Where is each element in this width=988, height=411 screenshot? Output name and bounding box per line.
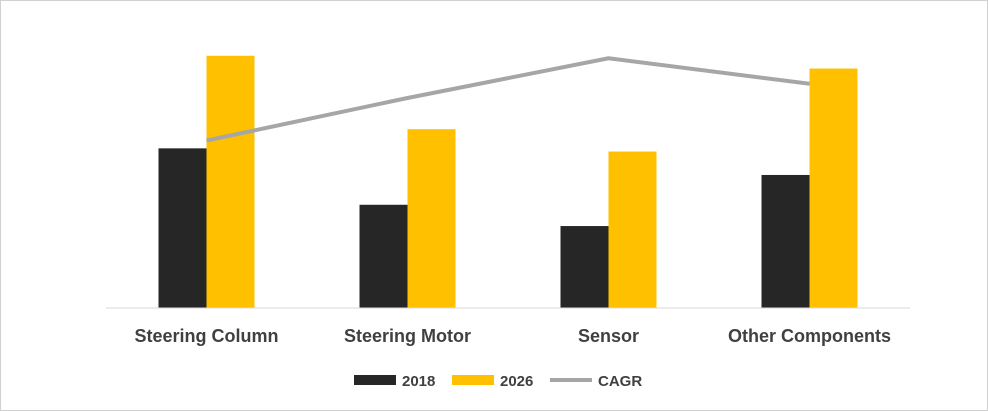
x-tick-label-steering-motor: Steering Motor	[344, 326, 471, 346]
bar-2026-steering-column	[206, 55, 255, 309]
bar-2026-sensor	[608, 151, 657, 308]
x-tick-label-sensor: Sensor	[578, 326, 639, 346]
legend-swatch-2026	[452, 375, 494, 385]
legend-swatch-2018	[354, 375, 396, 385]
x-tick-label-other-components: Other Components	[728, 326, 891, 346]
legend-label-cagr: CAGR	[598, 373, 642, 390]
bar-2018-steering-column	[158, 148, 207, 308]
x-tick-label-steering-column: Steering Column	[134, 326, 278, 346]
bar-layer	[158, 55, 858, 309]
legend-label-2018: 2018	[402, 373, 435, 390]
bar-2018-steering-motor	[359, 204, 408, 308]
legend-item-2018: 2018	[354, 373, 435, 390]
bar-2018-other-components	[761, 174, 810, 308]
bar-2026-steering-motor	[407, 129, 456, 308]
x-tick-labels: Steering Column Steering Motor Sensor Other…	[134, 326, 891, 346]
legend-item-cagr: CAGR	[550, 373, 642, 390]
cagr-line-layer	[206, 56, 810, 143]
bar-2018-sensor	[560, 226, 609, 308]
bar-2026-other-components	[809, 68, 858, 309]
legend-label-2026: 2026	[500, 373, 533, 390]
line-cagr	[206, 56, 810, 143]
legend: 2018 2026 CAGR	[354, 373, 642, 390]
legend-item-2026: 2026	[452, 373, 533, 390]
